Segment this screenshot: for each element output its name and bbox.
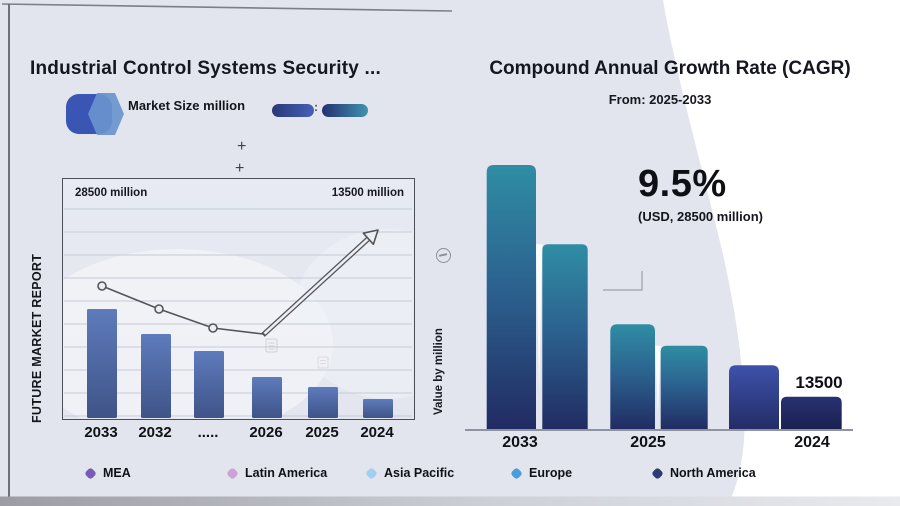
legend-label: Asia Pacific [384, 466, 455, 480]
legend-item-latin-america: Latin America [226, 464, 328, 482]
minus-circle-icon [436, 248, 451, 263]
gridlines [64, 208, 412, 417]
year-label-2025: 2025 [630, 434, 666, 451]
white-sweep-shape [663, 0, 900, 506]
x-tick-2025: 2025 [305, 424, 339, 441]
legend-dot-north-america [651, 466, 664, 480]
chart-annotation-left: 28500 million [75, 187, 148, 199]
chart-background-blob [293, 229, 413, 399]
logo-hexagon-icon [88, 93, 124, 135]
x-tick-2032: 2032 [138, 424, 172, 441]
market-size-chart: 28500 million 13500 million [62, 178, 415, 420]
chart-background-blob [63, 249, 333, 418]
market-size-logo-icon [66, 93, 126, 135]
bottom-strip [0, 496, 900, 506]
pill-colon: : [314, 100, 318, 114]
page-title: Industrial Control Systems Security ... [30, 58, 381, 79]
legend-dot-asia-pacific [365, 466, 378, 480]
legend-dot-europe [510, 466, 523, 480]
cagr-title: Compound Annual Growth Rate (CAGR) [489, 58, 851, 79]
cagr-value: 9.5% [638, 163, 727, 205]
x-tick-2033: 2033 [84, 424, 118, 441]
value-callout-13500: 13500 [795, 373, 843, 392]
legend-item-europe: Europe [510, 464, 573, 482]
x-tick-ellipsis: ..... [197, 424, 219, 441]
plus-icon: + [237, 138, 247, 155]
clipboard-watermark-icon [265, 338, 278, 353]
legend-item-asia-pacific: Asia Pacific [365, 464, 455, 482]
market-size-legend-label: Market Size million [128, 98, 246, 113]
legend-label: North America [670, 466, 756, 480]
legend-label: Europe [529, 466, 573, 480]
gradient-pill-icon-2 [322, 104, 368, 117]
legend-dot-latin-america [226, 466, 239, 480]
plus-icon: + [235, 160, 245, 177]
x-tick-2024: 2024 [360, 424, 394, 441]
year-label-2033: 2033 [502, 434, 538, 451]
bar-series [87, 309, 393, 418]
step-bracket-decoration [603, 271, 643, 291]
box-watermark-icon [317, 356, 329, 369]
year-label-2024: 2024 [794, 434, 830, 451]
value-axis-label: Value by million [433, 328, 445, 415]
legend-label: Latin America [245, 466, 328, 480]
left-axis-watermark-label: FUTURE MARKET REPORT [30, 253, 44, 423]
legend-dot-mea [84, 466, 97, 480]
gradient-pill-icon-1 [272, 104, 314, 117]
trend-arrow-icon [97, 229, 379, 337]
x-tick-2026: 2026 [249, 424, 283, 441]
cagr-bar-chart-svg [465, 165, 853, 431]
legend-item-north-america: North America [651, 464, 756, 482]
chart-annotation-right: 13500 million [331, 187, 404, 199]
legend-item-mea: MEA [84, 464, 131, 482]
market-size-chart-svg [63, 208, 413, 418]
cagr-subtitle: From: 2025-2033 [608, 92, 712, 107]
bar-pairs [486, 165, 842, 430]
cagr-note: (USD, 28500 million) [638, 209, 763, 224]
top-frame-line [1, 3, 453, 12]
legend-label: MEA [103, 466, 131, 480]
